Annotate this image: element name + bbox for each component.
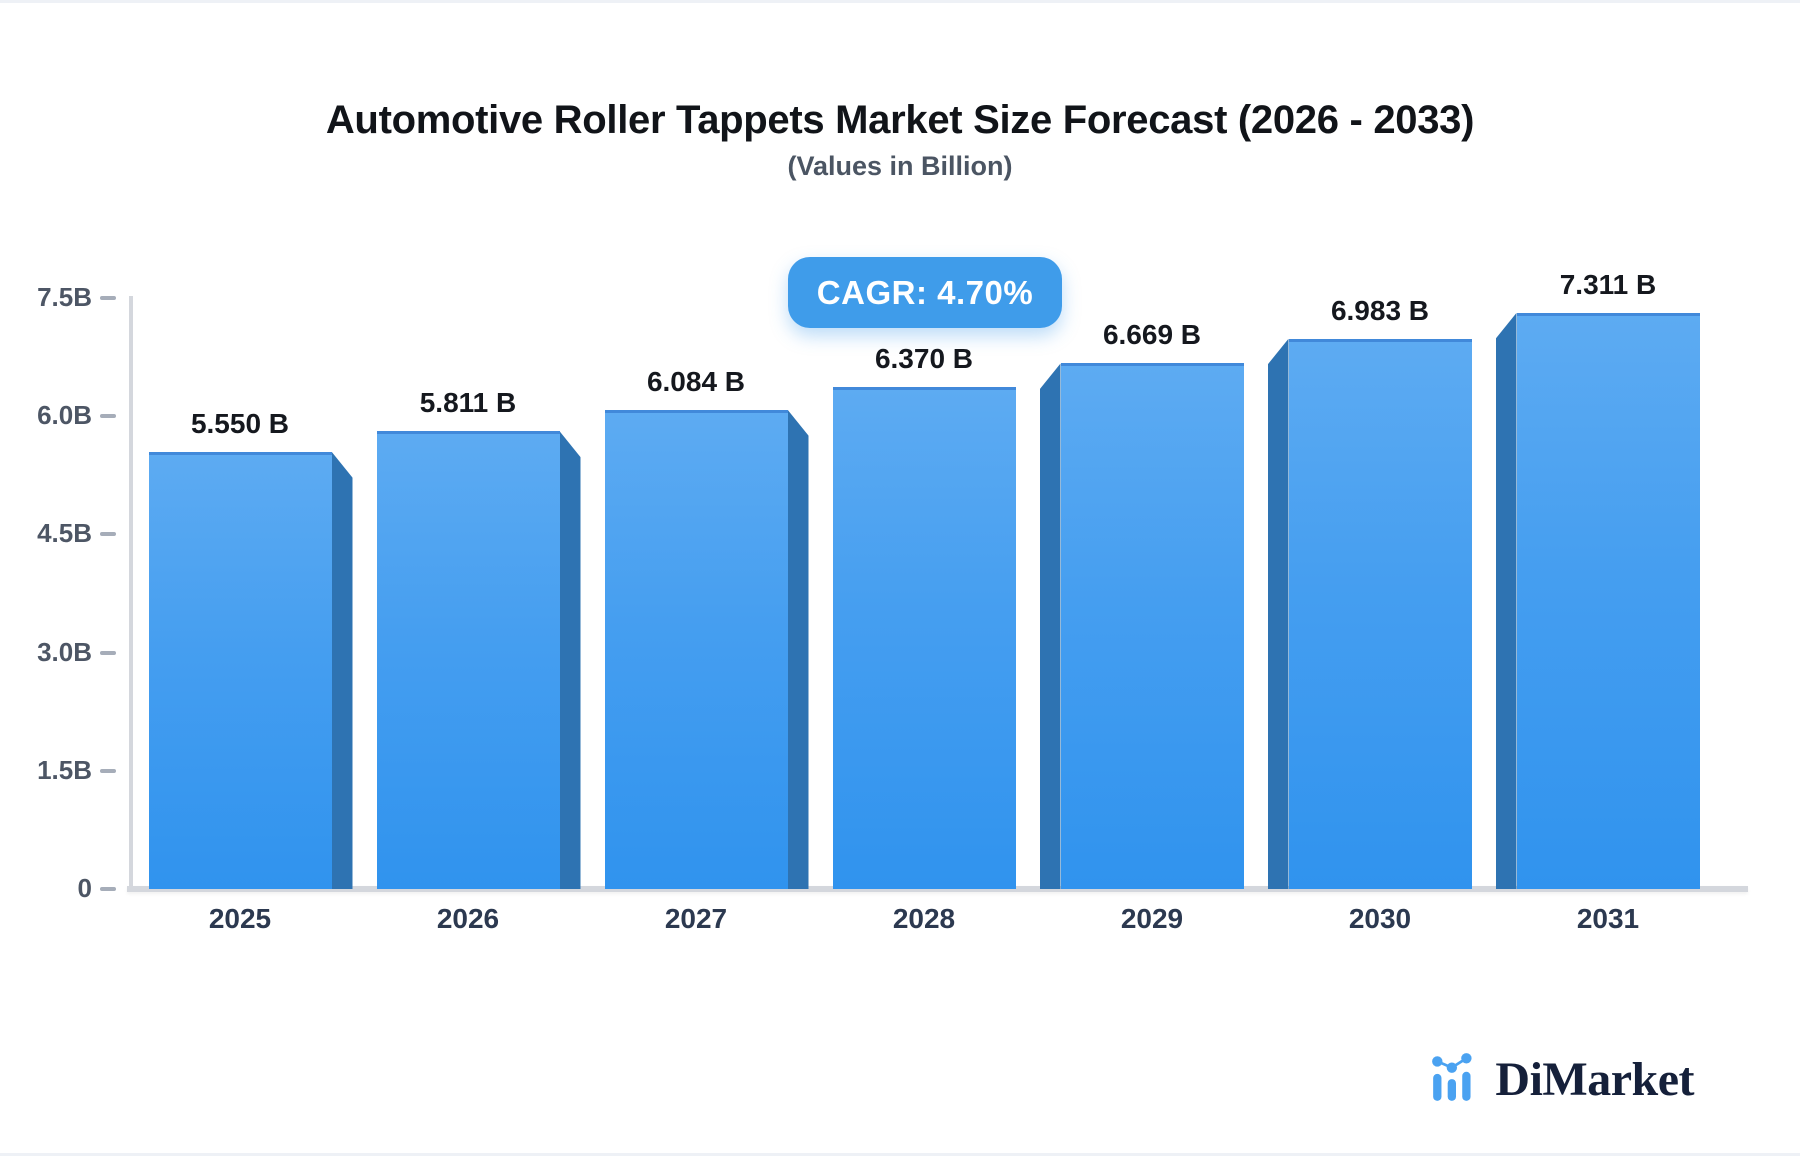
y-axis-tick-mark [100, 296, 116, 300]
y-axis-tick-mark [100, 414, 116, 419]
y-axis-line [129, 296, 133, 889]
bar-3d-side [1039, 363, 1061, 889]
bar [1060, 363, 1244, 889]
bar-3d-side [1495, 312, 1517, 889]
x-axis-line [127, 886, 1748, 892]
chart-title: Automotive Roller Tappets Market Size Fo… [325, 98, 1475, 142]
bar [376, 431, 560, 889]
x-axis-label: 2026 [436, 903, 500, 934]
chart-subtitle: (Values in Billion) [787, 151, 1013, 181]
y-axis-tick-mark [100, 768, 116, 773]
brand-logo: DiMarket [1431, 1050, 1694, 1109]
dimarket-logo-icon [1431, 1050, 1481, 1109]
y-axis-tick-label: 7.5B [37, 282, 92, 312]
bar-3d-side [787, 409, 809, 889]
bar [1288, 338, 1472, 889]
bar-3d-side [331, 451, 353, 889]
y-axis-tick-mark [100, 650, 116, 655]
y-axis-tick-label: 0 [77, 873, 92, 903]
bar-value-label: 6.370 B [874, 343, 974, 375]
bar-value-label: 6.669 B [1102, 319, 1202, 351]
bar-3d-side [1267, 338, 1289, 889]
x-axis-label: 2029 [1120, 903, 1184, 934]
brand-name: DiMarket [1495, 1053, 1694, 1106]
cagr-badge: CAGR: 4.70% [788, 257, 1062, 328]
x-axis-label: 2028 [892, 903, 956, 934]
x-axis-label: 2027 [664, 903, 728, 934]
x-axis-label: 2030 [1348, 903, 1412, 934]
y-axis-tick-label: 3.0B [37, 636, 92, 667]
bar-value-label: 5.550 B [190, 407, 290, 439]
y-axis-tick-label: 4.5B [37, 518, 92, 549]
x-axis-label: 2025 [208, 903, 272, 934]
bar [832, 387, 1016, 889]
bar-value-label: 7.311 B [1559, 268, 1657, 300]
y-axis-tick-label: 1.5B [37, 754, 92, 785]
bar [604, 409, 788, 889]
y-axis-tick-mark [100, 532, 116, 537]
bar-value-label: 6.983 B [1330, 294, 1430, 326]
bar [1516, 312, 1700, 889]
bar-value-label: 6.084 B [646, 365, 746, 397]
bar-value-label: 5.811 B [419, 387, 517, 419]
bar [148, 451, 332, 889]
bar-3d-side [559, 431, 581, 889]
x-axis-label: 2031 [1576, 903, 1640, 934]
y-axis-tick-mark [100, 887, 116, 891]
y-axis-tick-label: 6.0B [37, 400, 92, 431]
